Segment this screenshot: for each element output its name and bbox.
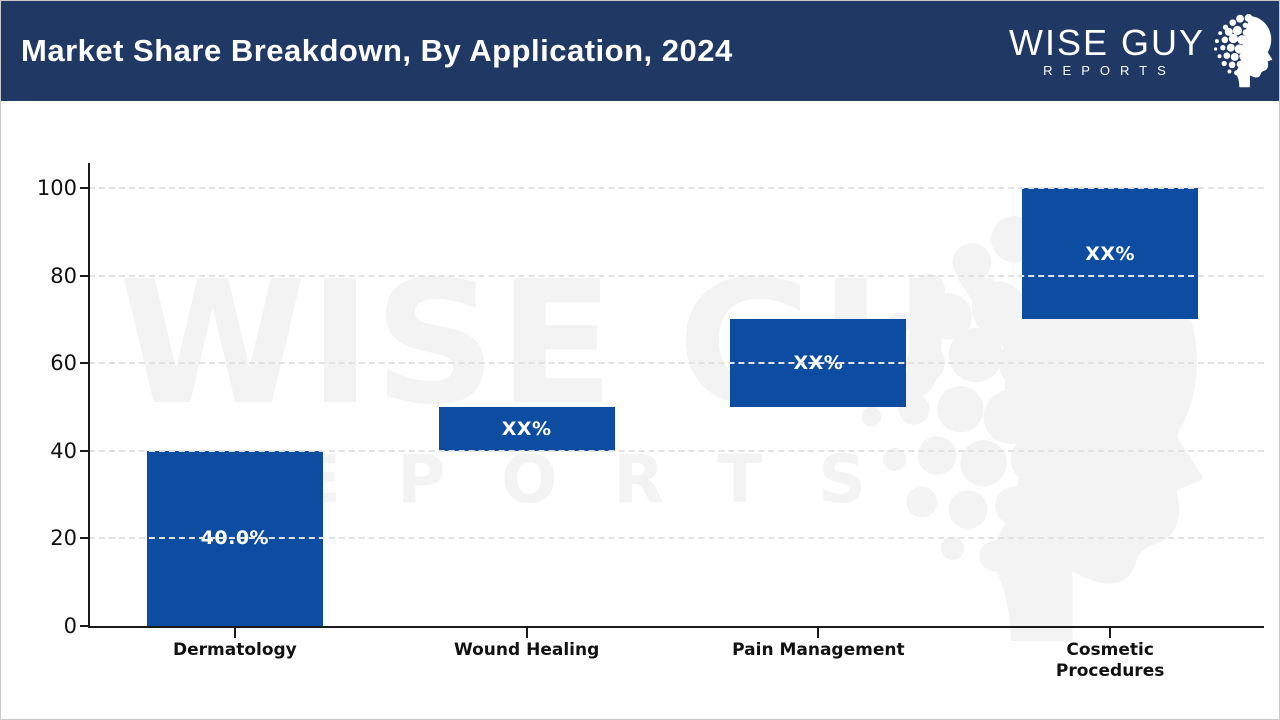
y-tick-mark	[80, 625, 88, 627]
y-axis-line	[88, 163, 90, 628]
y-tick-mark	[80, 449, 88, 452]
category-label-line: Wound Healing	[453, 640, 600, 660]
category-label: Pain Management	[668, 640, 968, 661]
waterfall-bar: XX%	[438, 407, 615, 451]
gridline	[89, 187, 1264, 189]
y-tick-label: 100	[36, 176, 77, 200]
logo-text: WISE GUY REPORTS	[1008, 21, 1205, 79]
gridline	[89, 362, 1264, 365]
category-label-line: Dermatology	[172, 640, 297, 660]
y-tick-label: 0	[63, 614, 77, 638]
x-tick-mark	[1109, 628, 1112, 638]
x-tick-mark	[233, 628, 236, 638]
wiseguy-logo: WISE GUY REPORTS	[1009, 9, 1275, 93]
x-tick-mark	[817, 628, 820, 638]
category-label-line: Procedures	[1055, 661, 1165, 681]
bar-value-label: XX%	[501, 417, 552, 440]
dotted-face-icon	[1209, 13, 1275, 89]
category-label-line: Cosmetic	[1066, 640, 1154, 660]
logo-wordmark: WISE GUY	[1008, 21, 1205, 63]
gridline	[89, 274, 1264, 277]
header: Market Share Breakdown, By Application, …	[1, 1, 1279, 101]
y-tick-mark	[80, 537, 88, 540]
y-tick-mark	[80, 362, 88, 365]
y-tick-label: 60	[50, 351, 77, 376]
category-label-line: Pain Management	[732, 640, 905, 660]
x-tick-mark	[525, 628, 528, 638]
y-tick-mark	[80, 187, 88, 189]
bar-value-label: XX%	[1085, 242, 1136, 265]
category-label: Cosmetic Procedures	[960, 640, 1260, 682]
gridline	[89, 449, 1264, 452]
gridline	[89, 537, 1264, 540]
category-label: Dermatology	[85, 640, 385, 661]
category-label: Wound Healing	[377, 640, 677, 661]
x-axis-line	[88, 626, 1264, 628]
waterfall-bar: XX%	[1022, 188, 1199, 320]
y-tick-mark	[80, 274, 88, 277]
y-tick-label: 20	[50, 526, 77, 551]
y-tick-label: 80	[50, 263, 77, 288]
logo-subtitle: REPORTS	[1043, 63, 1176, 79]
y-tick-label: 40	[50, 438, 77, 463]
report-title: Market Share Breakdown, By Application, …	[21, 33, 733, 68]
